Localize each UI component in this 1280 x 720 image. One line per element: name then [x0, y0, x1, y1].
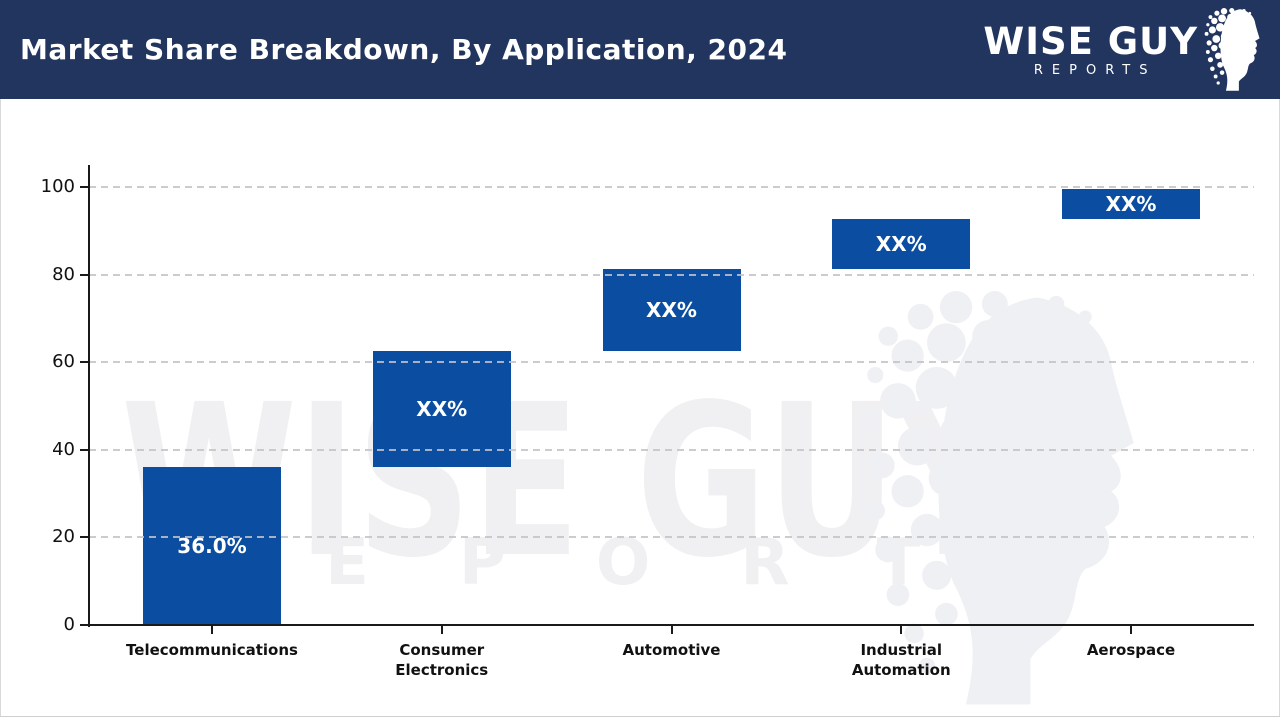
- bar-segment: [602, 268, 741, 352]
- category-label: Telecommunications: [126, 641, 298, 659]
- x-tick: [900, 626, 903, 634]
- logo-text: WISE GUY REPORTS: [983, 23, 1198, 77]
- bar-segment: [372, 351, 511, 468]
- gridline: [89, 536, 1254, 539]
- watermark-subtitle: REPORTS: [186, 526, 1147, 600]
- y-axis-line: [88, 165, 90, 627]
- x-tick: [211, 626, 213, 634]
- bar-value-label: 36.0%: [177, 534, 247, 559]
- wiseguy-logo: WISE GUY REPORTS: [983, 6, 1268, 94]
- x-axis-line: [88, 624, 1254, 626]
- gridline: [89, 361, 1254, 364]
- wiseguy-face-icon: [1202, 8, 1268, 92]
- x-tick: [670, 626, 673, 634]
- y-tick-label: 80: [52, 263, 75, 285]
- bar-value-label: XX%: [416, 397, 468, 422]
- category-label: Automotive: [622, 641, 721, 659]
- gridline: [89, 448, 1254, 451]
- logo-subtitle: REPORTS: [1033, 63, 1157, 78]
- y-tick: [80, 536, 89, 539]
- y-tick-label: 60: [52, 351, 75, 373]
- category-label: Industrial Automation: [851, 641, 951, 680]
- category-label: Consumer Electronics: [395, 641, 489, 680]
- gridline: [89, 186, 1254, 188]
- y-tick: [80, 186, 89, 188]
- gridline: [89, 273, 1254, 276]
- bar-segment: [1062, 189, 1200, 219]
- y-tick: [80, 273, 89, 276]
- chart-card: WISE GUY REPORTS 36.0% Telecommunications…: [0, 99, 1280, 716]
- bar-value-label: XX%: [1105, 192, 1157, 217]
- page-title: Market Share Breakdown, By Application, …: [20, 33, 788, 66]
- x-tick: [440, 626, 443, 634]
- header: Market Share Breakdown, By Application, …: [0, 0, 1280, 99]
- bar-segment: [143, 467, 281, 625]
- x-tick: [1130, 626, 1132, 634]
- y-tick: [80, 448, 89, 451]
- bar-segment: [832, 218, 971, 269]
- y-tick: [80, 624, 89, 626]
- logo-wordmark: WISE GUY: [983, 20, 1198, 63]
- y-tick-label: 20: [52, 526, 75, 548]
- y-tick-label: 0: [63, 614, 75, 635]
- y-tick-label: 100: [40, 176, 75, 197]
- y-tick-label: 40: [52, 438, 75, 460]
- bar-value-label: XX%: [646, 298, 697, 323]
- bar-value-label: XX%: [875, 231, 927, 256]
- y-tick: [80, 361, 89, 364]
- category-label: Aerospace: [1086, 641, 1176, 659]
- bottom-divider: [0, 716, 1280, 717]
